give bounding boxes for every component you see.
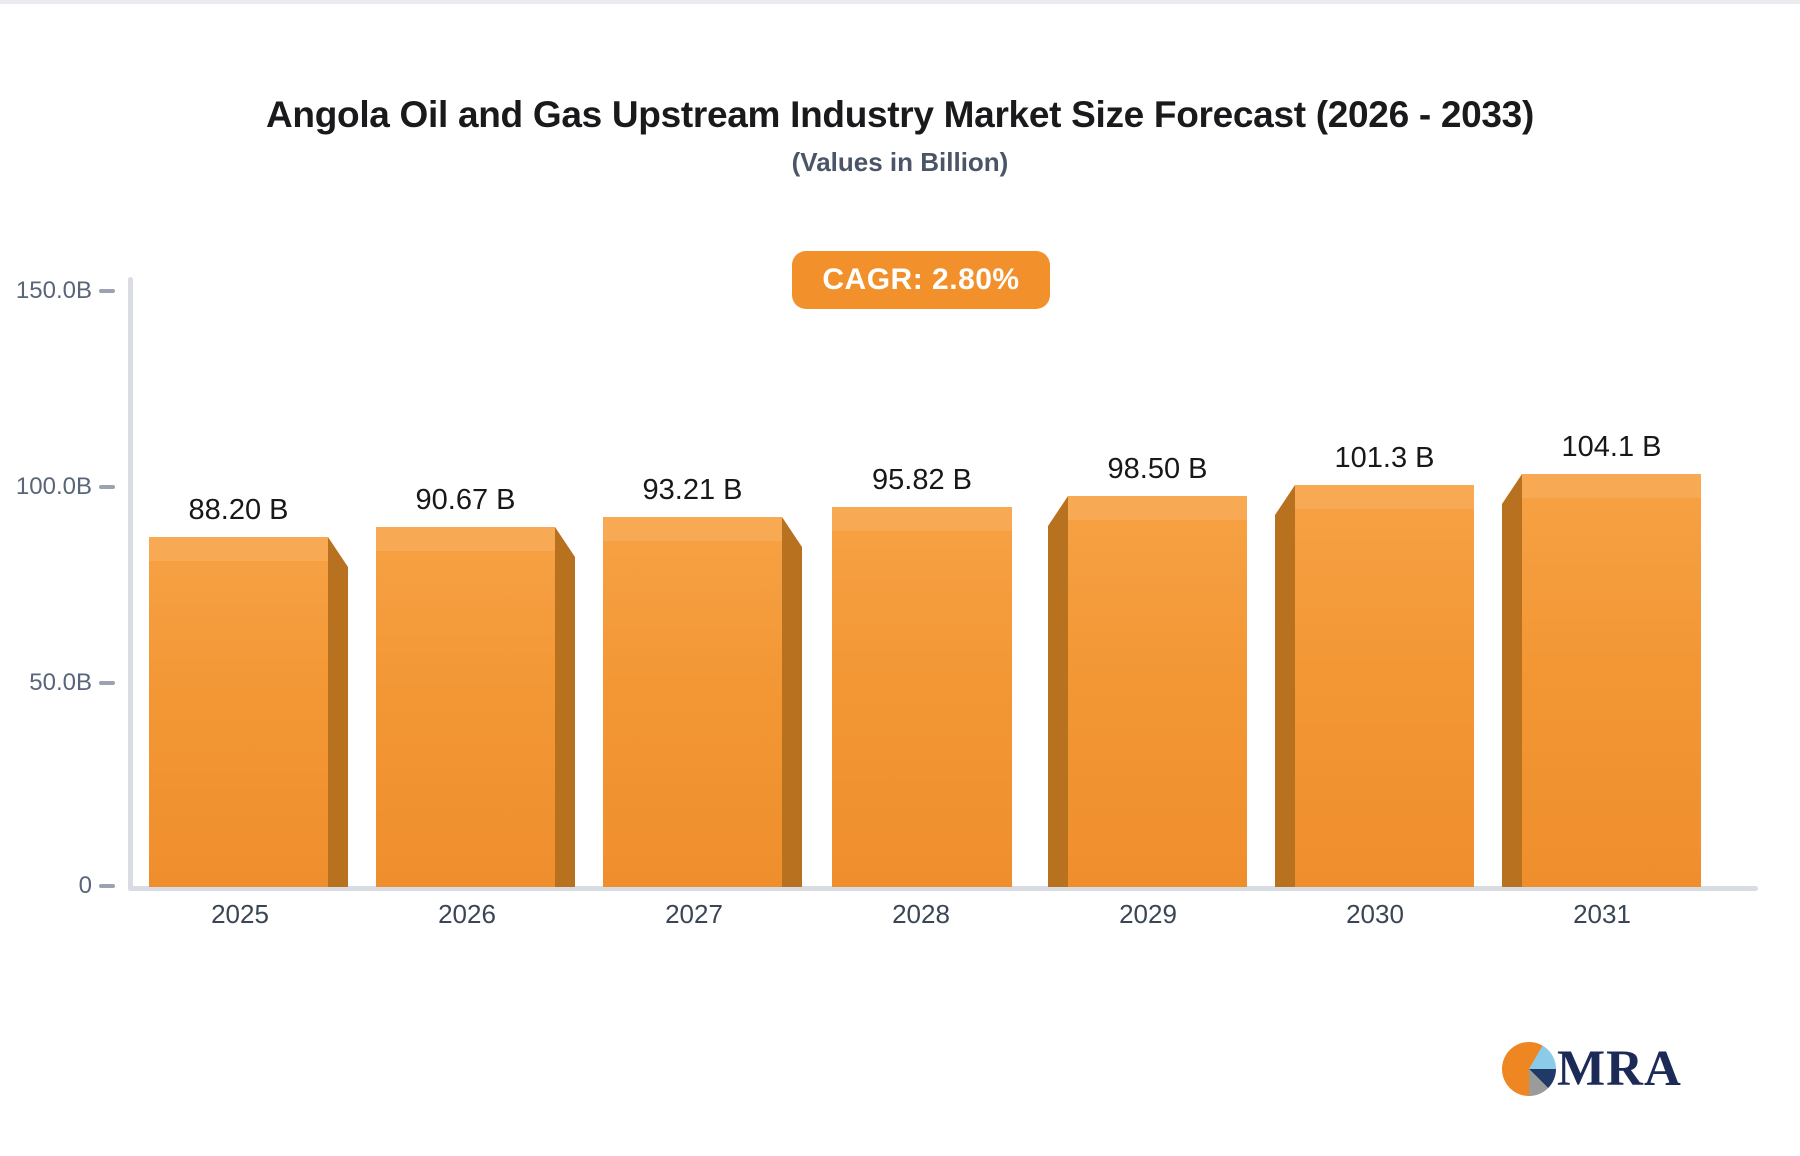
bar-value-label: 104.1 B [1561,431,1662,463]
y-tick-mark [99,681,115,685]
bar-face [1068,496,1247,887]
bar-value-label: 90.67 B [415,484,516,516]
bar-2026: 90.67 B [376,484,575,887]
x-tick-label-2031: 2031 [1573,899,1631,929]
bar-top-highlight [1295,485,1474,509]
cagr-badge: CAGR: 2.80% [792,251,1050,309]
bar-3d-side [782,517,802,887]
x-tick-label-2028: 2028 [892,899,950,929]
chart-title: Angola Oil and Gas Upstream Industry Mar… [266,94,1534,135]
bar-top-highlight [376,527,555,551]
page-top-border [0,0,1800,4]
bar-3d-side [1275,485,1295,887]
chart-subtitle: (Values in Billion) [791,147,1009,177]
y-tick-mark [99,485,115,489]
y-tick-label-150: 150.0B [15,277,92,304]
bar-face [149,537,328,887]
y-tick-label-100: 100.0B [15,473,92,500]
x-tick-label-2025: 2025 [211,899,269,929]
y-axis-line [128,277,133,891]
bar-2027: 93.21 B [603,474,802,887]
logo-text: MRA [1557,1041,1682,1097]
bar-top-highlight [149,537,328,561]
bar-2031: 104.1 B [1502,431,1701,887]
bar-3d-side [1502,474,1522,887]
bar-face [376,527,555,887]
x-axis-line [128,886,1758,891]
bar-face [1522,474,1701,887]
bar-3d-side [1048,496,1068,887]
bar-2029: 98.50 B [1048,453,1247,887]
bar-face [832,507,1012,887]
bar-top-highlight [1068,496,1247,520]
bar-3d-side [328,537,348,887]
mra-logo: MRA [1502,1040,1682,1098]
y-tick-mark [99,884,115,888]
bar-2030: 101.3 B [1275,442,1474,887]
y-tick-label-0: 0 [78,872,92,899]
bar-face [1295,485,1474,887]
bar-top-highlight [832,507,1012,531]
bar-value-label: 88.20 B [188,494,289,526]
bar-value-label: 98.50 B [1107,453,1208,485]
bar-2028: 95.82 B [832,464,1012,887]
bar-face [603,517,782,887]
bar-top-highlight [1522,474,1701,498]
y-tick-label-50: 50.0B [29,669,92,696]
bar-3d-side [555,527,575,887]
pie-chart-icon [1502,1042,1556,1096]
x-tick-label-2026: 2026 [438,899,496,929]
x-tick-label-2029: 2029 [1119,899,1177,929]
bar-value-label: 93.21 B [642,474,743,506]
bar-2025: 88.20 B [149,494,348,887]
bar-value-label: 95.82 B [872,464,972,496]
x-tick-label-2030: 2030 [1346,899,1404,929]
bar-top-highlight [603,517,782,541]
y-tick-mark [99,289,115,293]
x-tick-label-2027: 2027 [665,899,723,929]
bar-value-label: 101.3 B [1334,442,1435,474]
